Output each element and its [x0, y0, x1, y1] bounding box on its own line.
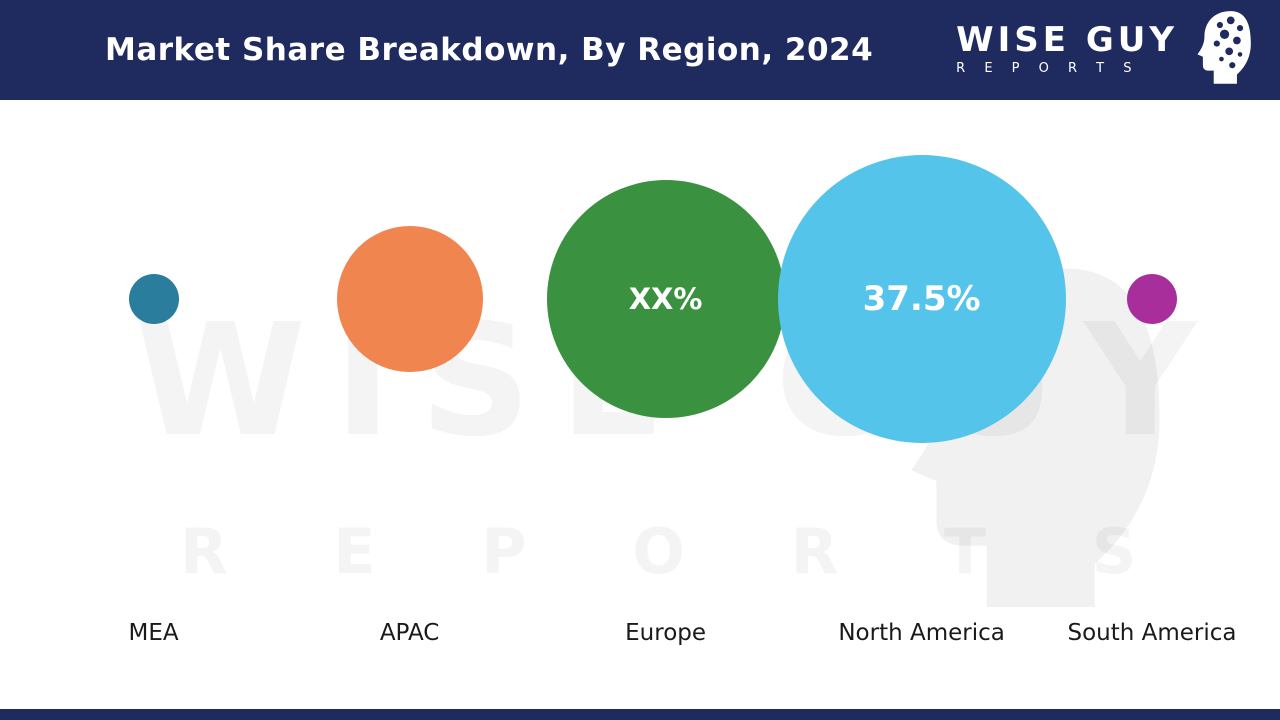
brand-subtitle: R E P O R T S — [956, 61, 1139, 77]
bubble-apac — [336, 226, 483, 372]
brand-name: WISE GUY — [956, 19, 1178, 60]
category-label-north-america: North America — [838, 620, 1005, 646]
category-label-south-america: South America — [1067, 620, 1237, 646]
header-bar: Market Share Breakdown, By Region, 2024 … — [0, 0, 1280, 100]
bubble-value-label-europe: XX% — [628, 282, 703, 316]
footer-bar — [0, 709, 1280, 720]
brand-logo-text: WISE GUY R E P O R T S — [956, 19, 1178, 77]
category-label-europe: Europe — [625, 620, 707, 646]
head-profile-icon — [1197, 11, 1251, 84]
page-title: Market Share Breakdown, By Region, 2024 — [105, 32, 874, 68]
bubble-chart: WISE GUY R E P O R T S MEAAPACEuropeNort… — [0, 100, 1280, 710]
bubble-mea — [128, 274, 179, 324]
bubble-north-america: 37.5% — [777, 155, 1066, 443]
watermark-text-line2: R E P O R T S — [180, 515, 1178, 588]
brand-logo: WISE GUY R E P O R T S — [956, 8, 1262, 90]
category-label-mea: MEA — [128, 620, 179, 646]
bubble-europe: XX% — [546, 180, 785, 418]
category-label-apac: APAC — [379, 620, 440, 646]
bubble-value-label-north-america: 37.5% — [862, 279, 981, 319]
bubble-south-america — [1127, 274, 1177, 324]
